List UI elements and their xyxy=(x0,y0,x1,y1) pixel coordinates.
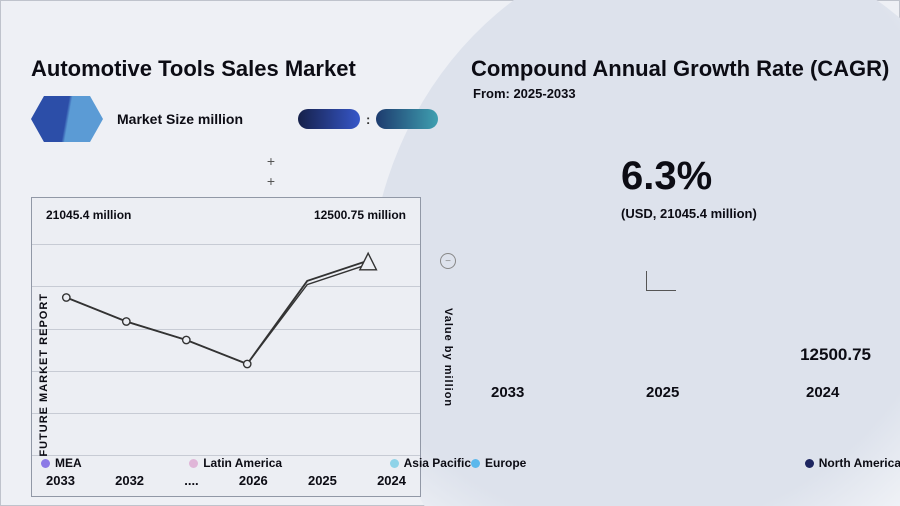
left-legend: MEA Latin America Asia Pacific xyxy=(41,456,471,470)
right-year-2024: 2024 xyxy=(806,384,839,401)
right-chart: 12500.75 2033 2025 2024 xyxy=(471,151,891,401)
legend-item-latin-america[interactable]: Latin America xyxy=(189,456,282,470)
right-panel: Compound Annual Growth Rate (CAGR) From:… xyxy=(471,56,891,476)
legend-dot-north-america xyxy=(805,459,814,468)
legend-dot-europe xyxy=(471,459,480,468)
legend-dot-latin-america xyxy=(189,459,198,468)
legend-dot-mea xyxy=(41,459,50,468)
legend-item-north-america[interactable]: North America xyxy=(805,456,900,470)
right-title: Compound Annual Growth Rate (CAGR) xyxy=(471,56,891,82)
market-size-label: Market Size million xyxy=(117,111,243,127)
left-panel: Automotive Tools Sales Market Market Siz… xyxy=(31,56,451,476)
legend-item-mea[interactable]: MEA xyxy=(41,456,82,470)
right-axis-title: Value by million xyxy=(442,308,454,407)
ratio-icon: : xyxy=(298,109,438,129)
right-year-2033: 2033 xyxy=(491,384,524,401)
range-end-label: 12500.75 million xyxy=(314,208,406,222)
legend-item-europe[interactable]: Europe xyxy=(471,456,526,470)
left-year-labels: 2033 2032 .... 2026 2025 2024 xyxy=(46,473,406,488)
right-bars-row xyxy=(481,151,881,371)
collapse-icon[interactable]: − xyxy=(440,253,456,269)
market-size-icon xyxy=(31,96,103,142)
decorative-plus-signs: + + xyxy=(91,152,451,191)
left-chart-box: 21045.4 million 12500.75 million FUTURE … xyxy=(31,197,421,497)
left-top-icons: Market Size million : xyxy=(31,96,451,142)
right-legend: Europe North America xyxy=(471,456,900,470)
legend-item-asia-pacific[interactable]: Asia Pacific xyxy=(390,456,471,470)
legend-dot-asia-pacific xyxy=(390,459,399,468)
range-start-label: 21045.4 million xyxy=(46,208,131,222)
right-year-2025: 2025 xyxy=(646,384,679,401)
left-title: Automotive Tools Sales Market xyxy=(31,56,451,82)
value-annotation-12500: 12500.75 xyxy=(800,345,871,365)
right-subtitle: From: 2025-2033 xyxy=(473,86,891,101)
trend-line-chart xyxy=(46,244,406,438)
infographic-root: Automotive Tools Sales Market Market Siz… xyxy=(0,0,900,506)
